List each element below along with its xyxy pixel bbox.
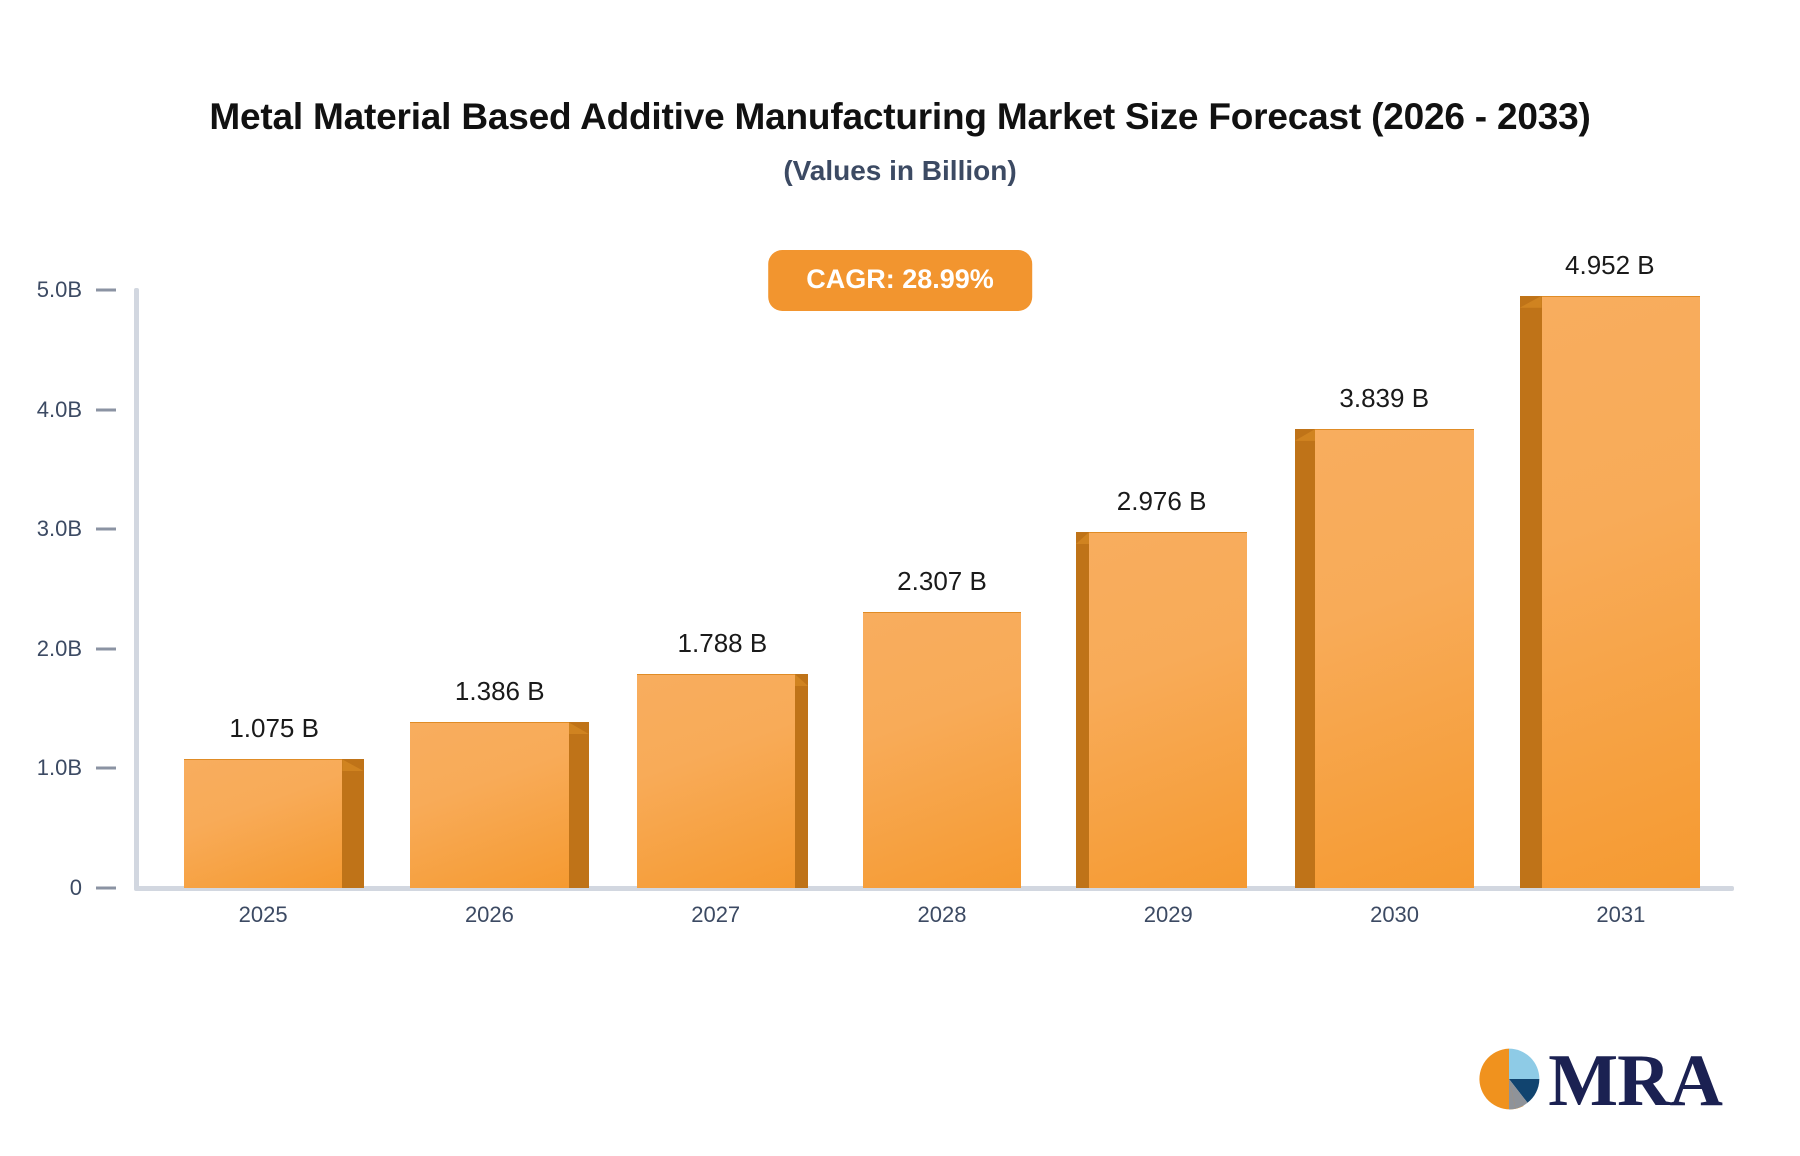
- bar-front-face: [1089, 532, 1248, 888]
- bar[interactable]: [183, 759, 365, 888]
- bar-side-face: [568, 722, 590, 888]
- bar-side-face: [794, 674, 809, 888]
- chart-subtitle: (Values in Billion): [783, 154, 1017, 186]
- cagr-badge: CAGR: 28.99%: [768, 250, 1032, 311]
- pie-chart-icon: [1476, 1046, 1542, 1117]
- bar[interactable]: [862, 612, 1022, 888]
- bar-front-face: [183, 759, 343, 888]
- bar-value-label: 3.839 B: [1339, 382, 1430, 413]
- x-tick-label: 2031: [1596, 902, 1646, 927]
- page-title: Metal Material Based Additive Manufactur…: [209, 96, 1591, 137]
- y-tick-dash: [96, 408, 116, 412]
- x-tick-label: 2027: [691, 902, 741, 927]
- x-tick-label: 2026: [464, 902, 514, 927]
- x-tick-label: 2030: [1370, 902, 1420, 927]
- bar[interactable]: [1075, 532, 1248, 888]
- y-tick-dash: [96, 766, 116, 770]
- bar-front-face: [410, 722, 569, 888]
- bar-value-label: 2.976 B: [1116, 486, 1207, 517]
- y-tick-label: 2.0B: [36, 635, 82, 661]
- bar[interactable]: [636, 674, 809, 888]
- x-axis-line: [134, 886, 1734, 891]
- x-tick-label: 2028: [917, 902, 967, 927]
- bar-front-face: [636, 674, 795, 888]
- y-tick-dash: [96, 527, 116, 531]
- bar-value-label: 1.075 B: [229, 713, 319, 744]
- title-block: Metal Material Based Additive Manufactur…: [0, 96, 1800, 187]
- y-tick-label: 4.0B: [36, 396, 82, 422]
- mra-logo: MRA: [1476, 1040, 1723, 1122]
- bar-value-label: 2.307 B: [897, 566, 987, 597]
- bar-value-label: 1.788 B: [677, 628, 768, 659]
- logo-wordmark: MRA: [1548, 1040, 1723, 1122]
- bar-side-face: [1075, 532, 1090, 888]
- x-tick-label: 2029: [1143, 902, 1193, 927]
- y-tick-label: 3.0B: [36, 516, 82, 542]
- bar-value-label: 1.386 B: [454, 676, 545, 707]
- y-tick-dash: [96, 886, 116, 890]
- bar[interactable]: [1519, 295, 1701, 888]
- y-axis-line: [134, 288, 139, 890]
- bar-side-face: [342, 759, 365, 888]
- x-tick-label: 2025: [238, 902, 288, 927]
- bar[interactable]: [1294, 428, 1474, 888]
- bar-side-face: [1519, 295, 1542, 888]
- bar[interactable]: [410, 722, 590, 888]
- bar-front-face: [1541, 295, 1701, 888]
- bar-front-face: [862, 612, 1022, 888]
- bar-value-label: 4.952 B: [1565, 249, 1655, 280]
- y-tick-label: 5.0B: [36, 277, 82, 302]
- y-tick-dash: [96, 288, 116, 292]
- y-tick-label: 1.0B: [36, 755, 82, 781]
- y-tick-label: 0: [69, 875, 82, 900]
- y-tick-dash: [96, 647, 116, 651]
- bar-side-face: [1294, 428, 1316, 888]
- bar-front-face: [1315, 428, 1474, 888]
